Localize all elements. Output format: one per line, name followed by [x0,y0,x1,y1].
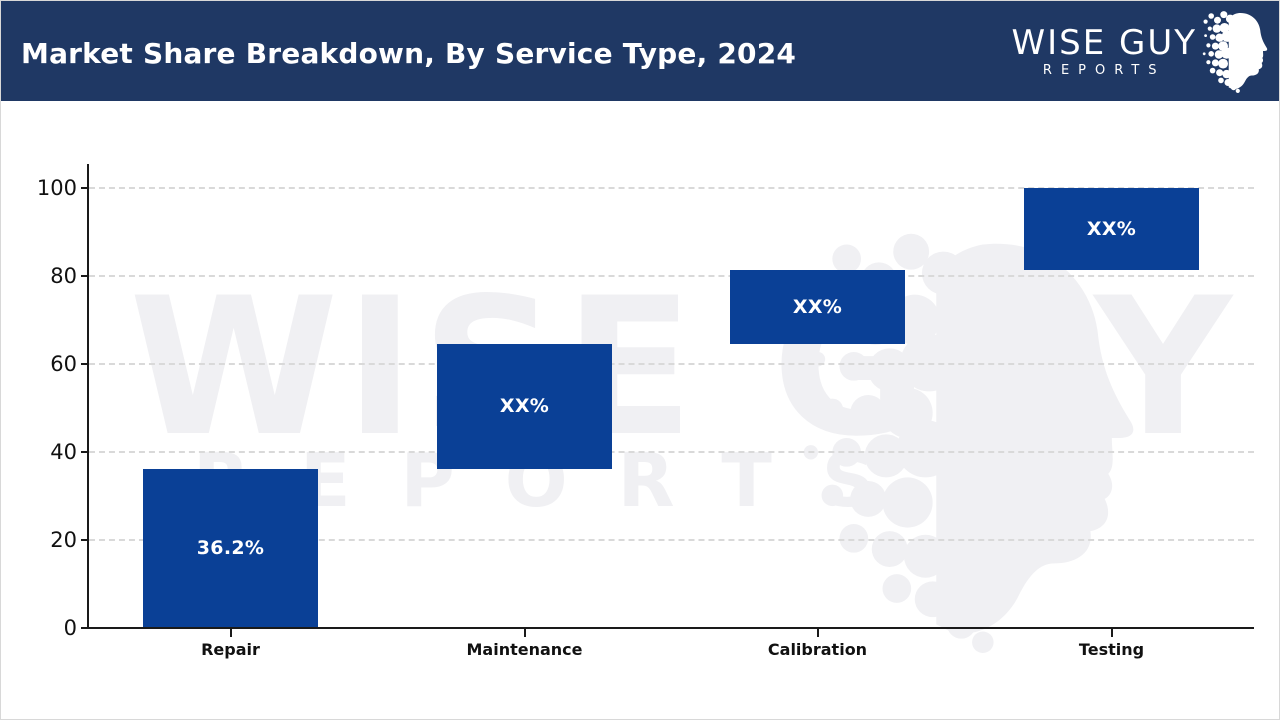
x-tick-mark-calibration [816,628,819,637]
x-category-label-testing: Testing [1078,640,1145,659]
header: Market Share Breakdown, By Service Type,… [1,1,1279,101]
x-axis-line [87,627,1254,629]
y-tick-label-60: 60 [50,352,77,376]
x-tick-mark-testing [1110,628,1113,637]
y-tick-label-100: 100 [36,176,77,200]
bar-testing: XX% [1024,188,1199,270]
y-tick-label-80: 80 [50,264,77,288]
gridline-80 [89,275,1254,277]
y-tick-mark-40 [81,451,89,453]
x-category-label-repair: Repair [201,640,260,659]
y-tick-label-0: 0 [63,616,77,640]
y-axis-line [87,164,89,629]
logo-head-icon [1202,11,1268,93]
gridline-40 [89,451,1254,453]
wise-guy-reports-logo: WISE GUY REPORTS [1011,9,1271,93]
x-category-label-maintenance: Maintenance [466,640,583,659]
x-tick-mark-maintenance [523,628,526,637]
gridline-60 [89,363,1254,365]
x-tick-mark-repair [229,628,232,637]
y-tick-mark-60 [81,363,89,365]
y-tick-mark-80 [81,275,89,277]
logo-text: WISE GUY REPORTS [1011,24,1197,78]
x-category-label-calibration: Calibration [767,640,868,659]
y-tick-label-40: 40 [50,440,77,464]
logo-reports-label: REPORTS [1042,63,1166,78]
bar-value-label-maintenance: XX% [499,395,550,418]
y-tick-mark-20 [81,539,89,541]
bar-value-label-repair: 36.2% [196,537,265,560]
y-tick-mark-0 [81,627,89,629]
gridline-100 [89,187,1254,189]
bar-value-label-calibration: XX% [792,296,843,318]
logo-wiseguy-label: WISE GUY [1011,23,1197,63]
y-tick-mark-100 [81,187,89,189]
gridline-20 [89,539,1254,541]
bar-value-label-testing: XX% [1086,217,1137,240]
bar-maintenance: XX% [437,344,612,469]
bar-repair: 36.2% [143,468,318,628]
page-title: Market Share Breakdown, By Service Type,… [21,37,797,70]
y-tick-label-20: 20 [50,528,77,552]
bar-calibration: XX% [730,269,905,345]
